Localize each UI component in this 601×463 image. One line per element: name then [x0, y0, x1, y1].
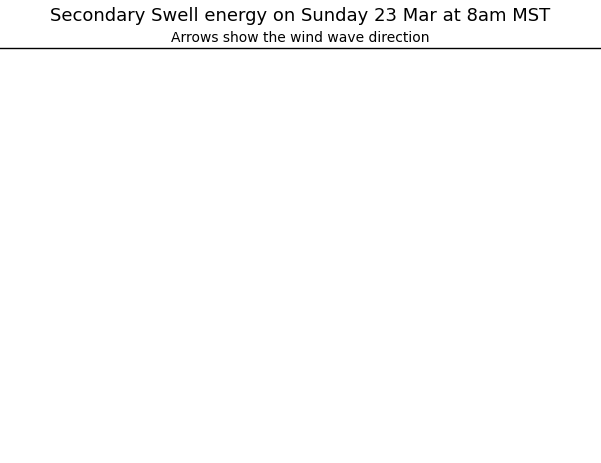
Text: Arrows show the wind wave direction: Arrows show the wind wave direction	[171, 31, 430, 45]
Text: Secondary Swell energy on Sunday 23 Mar at 8am MST: Secondary Swell energy on Sunday 23 Mar …	[50, 6, 551, 25]
Text: Map requires cartopy library: Map requires cartopy library	[183, 247, 418, 265]
